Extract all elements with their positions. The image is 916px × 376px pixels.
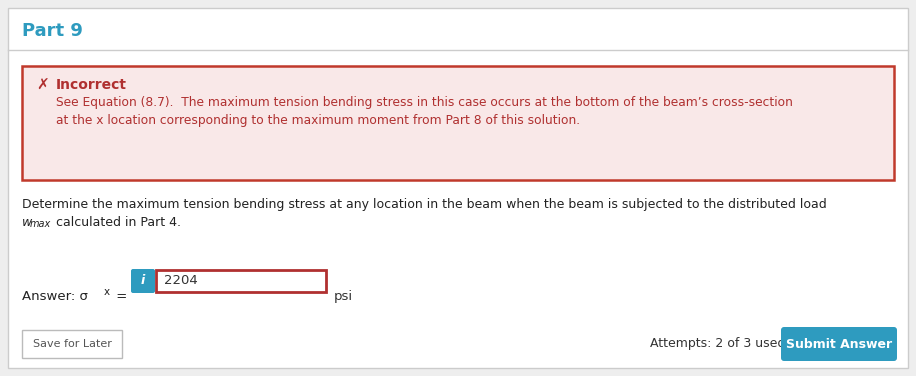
Text: max: max <box>30 219 51 229</box>
Text: ✗: ✗ <box>36 78 49 93</box>
Text: Determine the maximum tension bending stress at any location in the beam when th: Determine the maximum tension bending st… <box>22 198 827 211</box>
Text: Part 9: Part 9 <box>22 22 82 40</box>
Text: Attempts: 2 of 3 used: Attempts: 2 of 3 used <box>650 338 785 350</box>
Text: w: w <box>22 216 32 229</box>
FancyBboxPatch shape <box>22 66 894 180</box>
FancyBboxPatch shape <box>131 269 155 293</box>
Text: Answer: σ: Answer: σ <box>22 290 88 303</box>
Text: psi: psi <box>334 290 354 303</box>
Text: i: i <box>141 274 145 288</box>
FancyBboxPatch shape <box>781 327 897 361</box>
Text: See Equation (8.7).  The maximum tension bending stress in this case occurs at t: See Equation (8.7). The maximum tension … <box>56 96 793 109</box>
Text: x: x <box>104 287 110 297</box>
Text: Incorrect: Incorrect <box>56 78 127 92</box>
FancyBboxPatch shape <box>156 270 326 292</box>
Text: Submit Answer: Submit Answer <box>786 338 892 350</box>
Text: at the x location corresponding to the maximum moment from Part 8 of this soluti: at the x location corresponding to the m… <box>56 114 580 127</box>
Text: calculated in Part 4.: calculated in Part 4. <box>52 216 181 229</box>
Text: Save for Later: Save for Later <box>33 339 112 349</box>
FancyBboxPatch shape <box>8 8 908 368</box>
Text: =: = <box>112 290 132 303</box>
Text: 2204: 2204 <box>164 274 198 288</box>
FancyBboxPatch shape <box>22 330 122 358</box>
